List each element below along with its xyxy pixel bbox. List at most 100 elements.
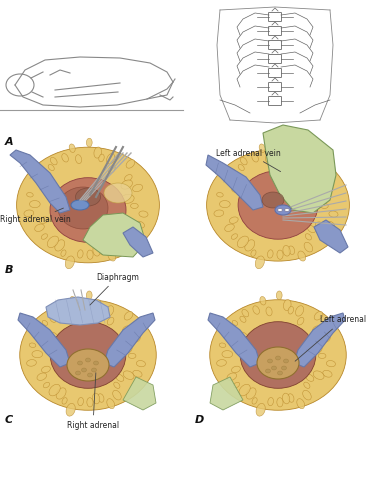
Ellipse shape — [118, 226, 125, 232]
Ellipse shape — [239, 384, 250, 396]
Text: Left adrenal vein: Left adrenal vein — [216, 148, 281, 172]
Ellipse shape — [288, 306, 293, 314]
Ellipse shape — [219, 200, 230, 207]
Ellipse shape — [69, 144, 75, 152]
Ellipse shape — [87, 250, 93, 260]
Ellipse shape — [283, 359, 289, 363]
Ellipse shape — [266, 307, 272, 316]
Ellipse shape — [260, 296, 266, 305]
Ellipse shape — [237, 236, 249, 248]
Ellipse shape — [63, 306, 70, 314]
Ellipse shape — [297, 154, 305, 164]
Ellipse shape — [252, 398, 257, 404]
Ellipse shape — [113, 390, 121, 400]
Ellipse shape — [297, 318, 304, 325]
Ellipse shape — [75, 188, 101, 206]
Ellipse shape — [107, 318, 114, 325]
Ellipse shape — [107, 398, 115, 408]
Ellipse shape — [128, 354, 136, 358]
Ellipse shape — [240, 316, 246, 322]
Ellipse shape — [323, 184, 333, 192]
Ellipse shape — [125, 174, 132, 181]
Ellipse shape — [50, 316, 56, 322]
Ellipse shape — [114, 382, 120, 388]
Ellipse shape — [296, 306, 304, 316]
Text: Right adrenal vein: Right adrenal vein — [0, 208, 71, 224]
Ellipse shape — [277, 398, 283, 407]
Ellipse shape — [71, 200, 89, 210]
Ellipse shape — [87, 373, 92, 377]
Ellipse shape — [283, 300, 291, 310]
Ellipse shape — [137, 360, 145, 367]
Ellipse shape — [304, 382, 310, 388]
Ellipse shape — [121, 180, 132, 189]
Ellipse shape — [232, 320, 238, 326]
Ellipse shape — [276, 138, 282, 147]
Ellipse shape — [325, 221, 334, 228]
Ellipse shape — [65, 256, 74, 268]
Ellipse shape — [131, 204, 138, 208]
Ellipse shape — [282, 393, 290, 404]
Ellipse shape — [232, 187, 239, 192]
Ellipse shape — [206, 149, 349, 261]
Ellipse shape — [77, 361, 83, 365]
Ellipse shape — [98, 246, 105, 254]
Polygon shape — [10, 150, 70, 213]
Ellipse shape — [232, 366, 240, 372]
Ellipse shape — [50, 322, 126, 388]
Ellipse shape — [30, 200, 40, 207]
Ellipse shape — [225, 224, 234, 232]
Ellipse shape — [311, 180, 322, 189]
Polygon shape — [206, 155, 263, 210]
Ellipse shape — [94, 361, 98, 365]
Ellipse shape — [123, 371, 134, 380]
Ellipse shape — [62, 398, 67, 404]
Ellipse shape — [303, 390, 311, 400]
Ellipse shape — [318, 354, 326, 358]
Ellipse shape — [108, 251, 116, 261]
Polygon shape — [83, 213, 146, 257]
Ellipse shape — [61, 250, 66, 256]
Ellipse shape — [268, 359, 272, 363]
Ellipse shape — [40, 169, 46, 174]
Ellipse shape — [256, 404, 265, 416]
Ellipse shape — [214, 210, 224, 216]
Ellipse shape — [39, 217, 48, 224]
Ellipse shape — [124, 312, 133, 320]
Ellipse shape — [104, 183, 132, 203]
Ellipse shape — [105, 306, 114, 316]
Ellipse shape — [67, 349, 109, 381]
Ellipse shape — [135, 221, 144, 228]
Ellipse shape — [35, 224, 44, 232]
Ellipse shape — [130, 335, 140, 342]
Ellipse shape — [87, 398, 93, 407]
Ellipse shape — [27, 192, 33, 197]
Ellipse shape — [32, 350, 43, 358]
Polygon shape — [46, 297, 110, 325]
Ellipse shape — [27, 360, 36, 366]
Polygon shape — [263, 125, 336, 213]
Ellipse shape — [77, 250, 83, 258]
Ellipse shape — [76, 307, 82, 316]
Ellipse shape — [276, 356, 280, 360]
Ellipse shape — [50, 158, 57, 165]
Polygon shape — [123, 227, 153, 257]
Ellipse shape — [43, 382, 50, 388]
Text: Diaphragm: Diaphragm — [90, 272, 139, 305]
Ellipse shape — [99, 154, 104, 162]
Ellipse shape — [309, 344, 322, 354]
Ellipse shape — [278, 371, 283, 375]
Ellipse shape — [229, 217, 238, 224]
Polygon shape — [104, 313, 155, 367]
Ellipse shape — [268, 398, 273, 406]
Ellipse shape — [314, 174, 322, 181]
Ellipse shape — [240, 322, 316, 388]
Ellipse shape — [56, 388, 66, 399]
Ellipse shape — [49, 384, 60, 396]
Ellipse shape — [231, 234, 238, 239]
Ellipse shape — [58, 187, 108, 229]
Ellipse shape — [289, 246, 295, 254]
Ellipse shape — [48, 164, 54, 170]
Ellipse shape — [45, 181, 57, 190]
Ellipse shape — [94, 147, 101, 158]
